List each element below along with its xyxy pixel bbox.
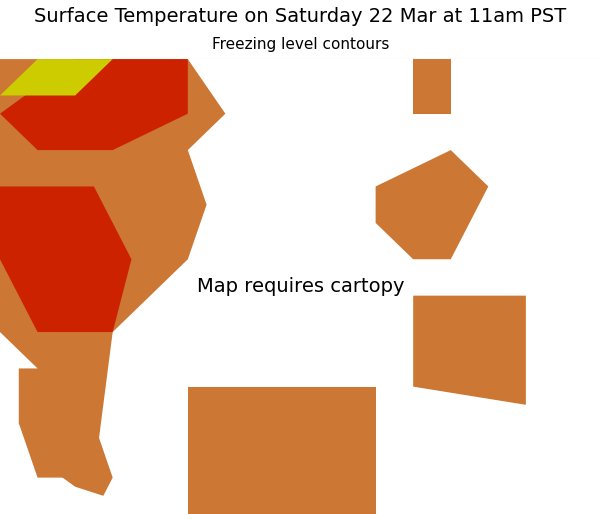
Polygon shape bbox=[188, 387, 376, 514]
Polygon shape bbox=[0, 59, 113, 96]
Polygon shape bbox=[413, 59, 451, 114]
Polygon shape bbox=[19, 369, 113, 496]
Polygon shape bbox=[0, 59, 225, 478]
Polygon shape bbox=[0, 59, 188, 150]
Text: Freezing level contours: Freezing level contours bbox=[212, 37, 389, 52]
Text: Surface Temperature on Saturday 22 Mar at 11am PST: Surface Temperature on Saturday 22 Mar a… bbox=[34, 7, 567, 26]
Polygon shape bbox=[376, 150, 488, 259]
Polygon shape bbox=[0, 187, 132, 332]
Polygon shape bbox=[413, 296, 526, 405]
Text: Map requires cartopy: Map requires cartopy bbox=[197, 277, 404, 296]
